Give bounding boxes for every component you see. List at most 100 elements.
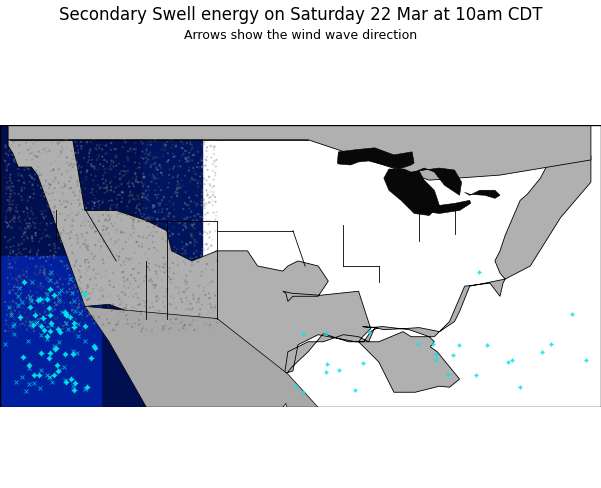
Point <box>85 219 94 227</box>
Point <box>79 301 88 309</box>
Point <box>160 143 170 151</box>
Point <box>55 300 64 307</box>
Point <box>67 242 76 250</box>
Point <box>5 147 14 155</box>
Point <box>45 137 55 145</box>
Point <box>63 215 72 223</box>
Point <box>114 161 124 168</box>
Point <box>162 222 172 229</box>
Point <box>82 296 92 304</box>
Point <box>10 155 20 163</box>
Point <box>203 190 212 198</box>
Point <box>154 183 164 191</box>
Point <box>197 142 207 149</box>
Point <box>205 195 215 203</box>
Point <box>101 267 111 275</box>
Point <box>87 355 96 363</box>
Point <box>163 158 172 166</box>
Point <box>176 184 186 192</box>
Point <box>210 248 220 256</box>
Point <box>144 198 154 205</box>
Point <box>129 293 138 301</box>
Point <box>51 345 61 352</box>
Point <box>169 154 178 162</box>
Point <box>121 312 131 320</box>
Point <box>205 181 215 188</box>
Point <box>106 213 115 221</box>
Point <box>177 262 186 270</box>
Point <box>135 195 144 203</box>
Point <box>0 327 10 335</box>
Point <box>211 302 221 310</box>
Point <box>137 240 147 248</box>
Point <box>67 206 76 214</box>
Point <box>104 228 114 236</box>
Point <box>80 202 90 209</box>
Point <box>98 176 108 183</box>
Point <box>173 262 183 270</box>
Point <box>208 202 218 210</box>
Point <box>122 212 132 220</box>
Point <box>43 372 52 380</box>
Point <box>4 256 13 264</box>
Point <box>160 141 169 149</box>
Point <box>537 348 546 356</box>
Point <box>49 291 59 299</box>
Point <box>7 198 17 206</box>
Point <box>76 143 86 151</box>
Point <box>31 263 41 270</box>
Point <box>27 296 37 304</box>
Point <box>189 261 198 269</box>
Point <box>41 149 51 157</box>
Point <box>3 238 13 246</box>
Point <box>17 197 27 204</box>
Point <box>129 229 138 237</box>
Point <box>29 379 38 387</box>
Point <box>102 150 111 158</box>
Point <box>131 305 141 312</box>
Point <box>7 180 17 188</box>
Point <box>153 200 163 208</box>
Point <box>40 183 49 190</box>
Point <box>10 316 19 324</box>
Point <box>61 319 71 327</box>
Point <box>175 163 185 171</box>
Point <box>112 202 122 209</box>
Point <box>53 292 63 300</box>
Point <box>70 192 79 200</box>
Point <box>158 323 168 331</box>
Point <box>140 300 150 307</box>
Point <box>178 226 188 234</box>
Point <box>48 296 58 304</box>
Point <box>153 261 162 269</box>
Point <box>28 211 38 219</box>
Point <box>139 211 149 219</box>
Point <box>5 204 14 212</box>
Point <box>50 176 60 183</box>
Point <box>75 277 84 285</box>
Point <box>112 252 121 260</box>
Point <box>97 146 107 154</box>
Point <box>177 145 187 153</box>
Point <box>2 274 12 282</box>
Point <box>142 146 151 154</box>
Point <box>6 305 16 313</box>
Point <box>56 239 66 246</box>
Point <box>8 248 18 256</box>
Point <box>58 308 67 316</box>
Point <box>164 219 174 226</box>
Point <box>73 302 83 309</box>
Point <box>80 270 90 278</box>
Point <box>184 167 194 175</box>
Point <box>99 231 108 239</box>
Point <box>114 191 123 199</box>
Point <box>69 197 78 204</box>
Point <box>77 231 87 239</box>
Point <box>88 315 97 323</box>
Point <box>121 168 130 176</box>
Point <box>182 224 191 232</box>
Point <box>43 295 52 303</box>
Point <box>49 209 59 217</box>
Point <box>143 183 153 191</box>
Point <box>350 386 360 394</box>
